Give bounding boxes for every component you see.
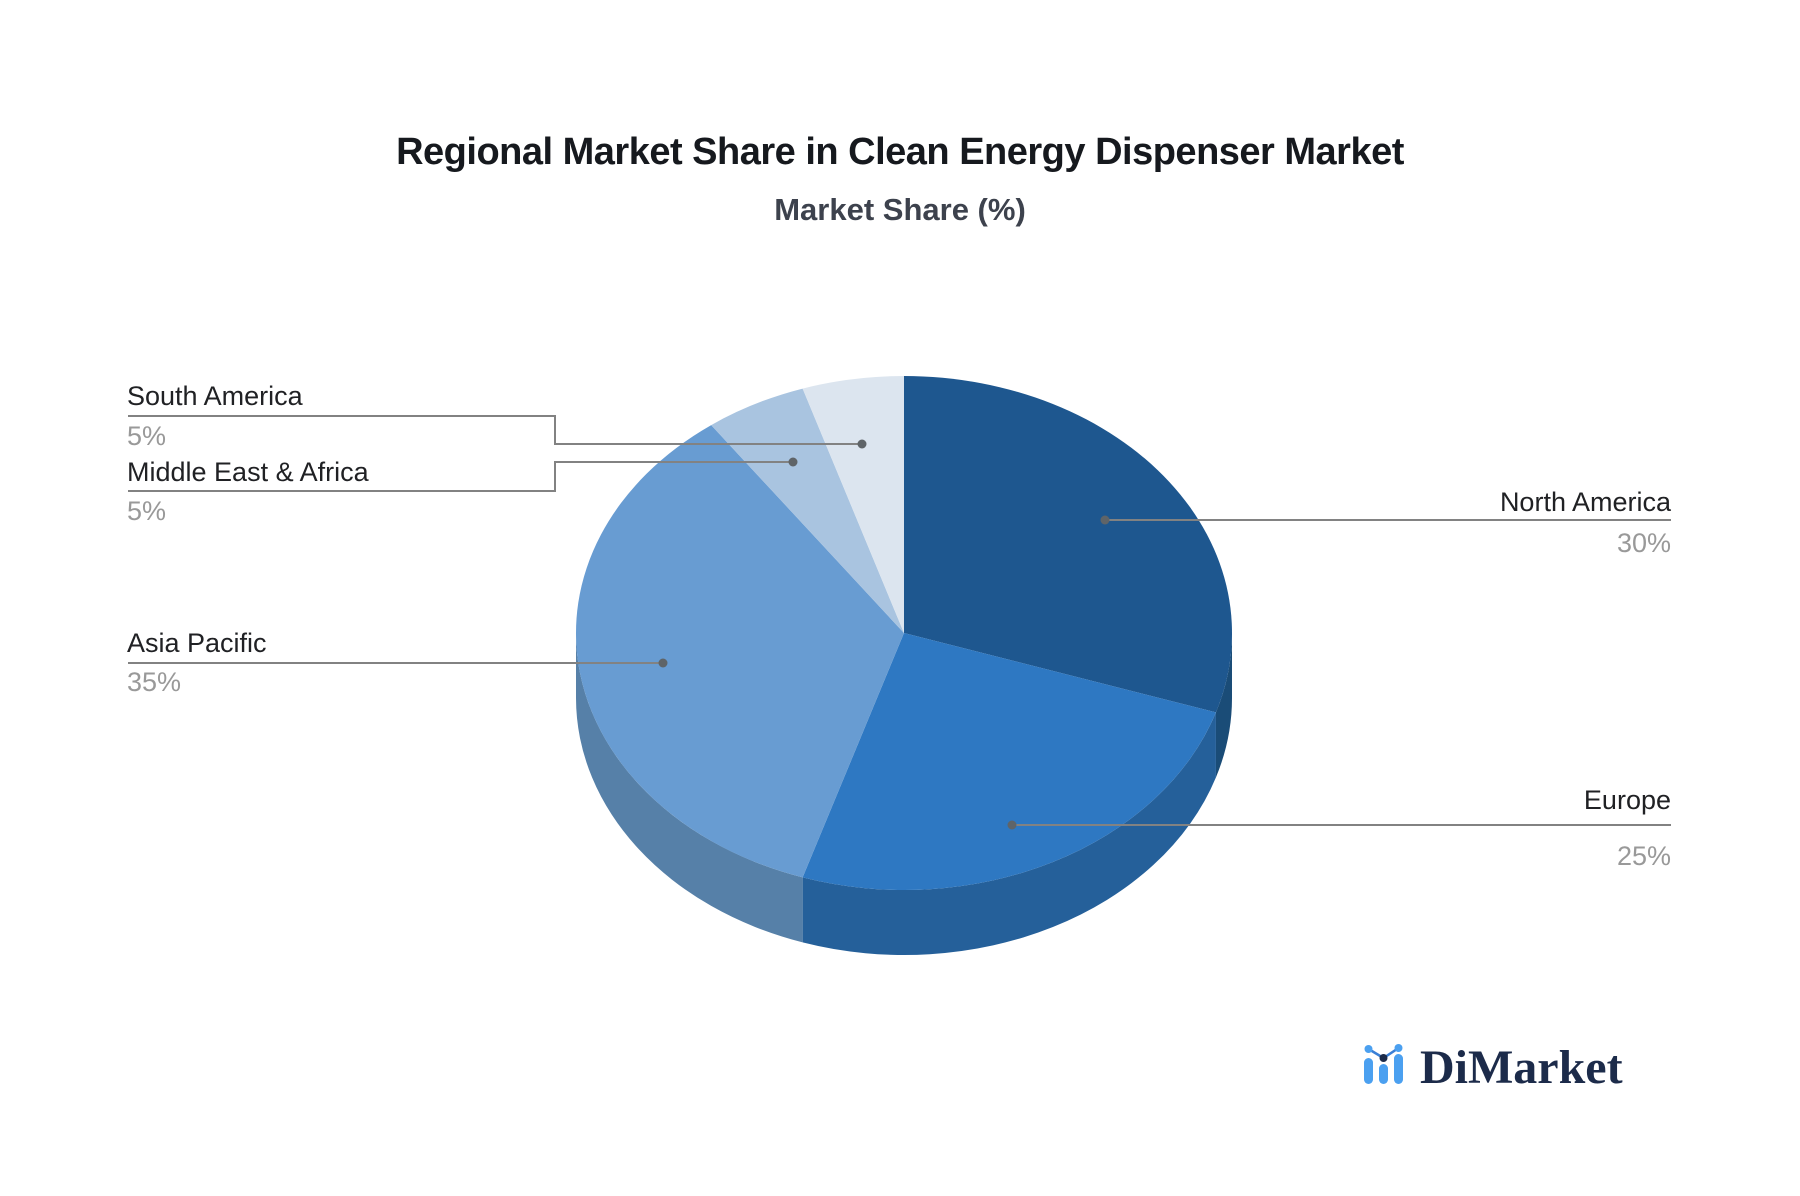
pie-side-europe — [802, 712, 1216, 955]
pie-slice-south-america[interactable] — [802, 376, 904, 633]
pct-south-america: 5% — [127, 421, 167, 451]
logo-dot-3 — [1394, 1044, 1403, 1052]
chart-title: Regional Market Share in Clean Energy Di… — [396, 131, 1404, 173]
callout-line-south-america — [128, 415, 858, 445]
pie-slice-middle-east-africa[interactable] — [711, 388, 904, 633]
pie-side-north-america — [1215, 633, 1232, 778]
pct-north-america: 30% — [1616, 528, 1671, 558]
callout-dot-south-america — [857, 439, 867, 449]
dimarket-logo: DiMarket — [1363, 1042, 1623, 1092]
callout-line-middle-east-africa — [128, 461, 789, 492]
logo-bar-1 — [1364, 1058, 1373, 1084]
logo-dot-1 — [1364, 1045, 1373, 1053]
dimarket-logo-icon — [1364, 1044, 1403, 1084]
dimarket-logo-text: DiMarket — [1420, 1041, 1623, 1094]
pie-slice-north-america[interactable] — [904, 376, 1232, 713]
label-middle-east-africa: Middle East & Africa — [127, 457, 369, 487]
logo-dot-2 — [1379, 1054, 1388, 1062]
pct-europe: 25% — [1616, 841, 1671, 871]
pie-slice-asia-pacific[interactable] — [575, 425, 904, 878]
callout-dot-north-america — [1100, 515, 1110, 525]
logo-bar-2 — [1379, 1064, 1388, 1084]
pct-asia-pacific: 35% — [127, 667, 182, 697]
chart-subtitle: Market Share (%) — [774, 192, 1026, 227]
callout-dot-middle-east-africa — [788, 457, 798, 467]
label-north-america: North America — [1499, 487, 1671, 517]
label-south-america: South America — [127, 381, 303, 411]
callout-dot-asia-pacific — [658, 658, 668, 668]
callout-dot-europe — [1007, 820, 1017, 830]
logo-bar-3 — [1394, 1054, 1403, 1084]
pct-middle-east-africa: 5% — [127, 496, 167, 526]
label-europe: Europe — [1583, 785, 1671, 815]
label-asia-pacific: Asia Pacific — [127, 628, 267, 658]
pie-side-asia-pacific — [576, 633, 803, 943]
